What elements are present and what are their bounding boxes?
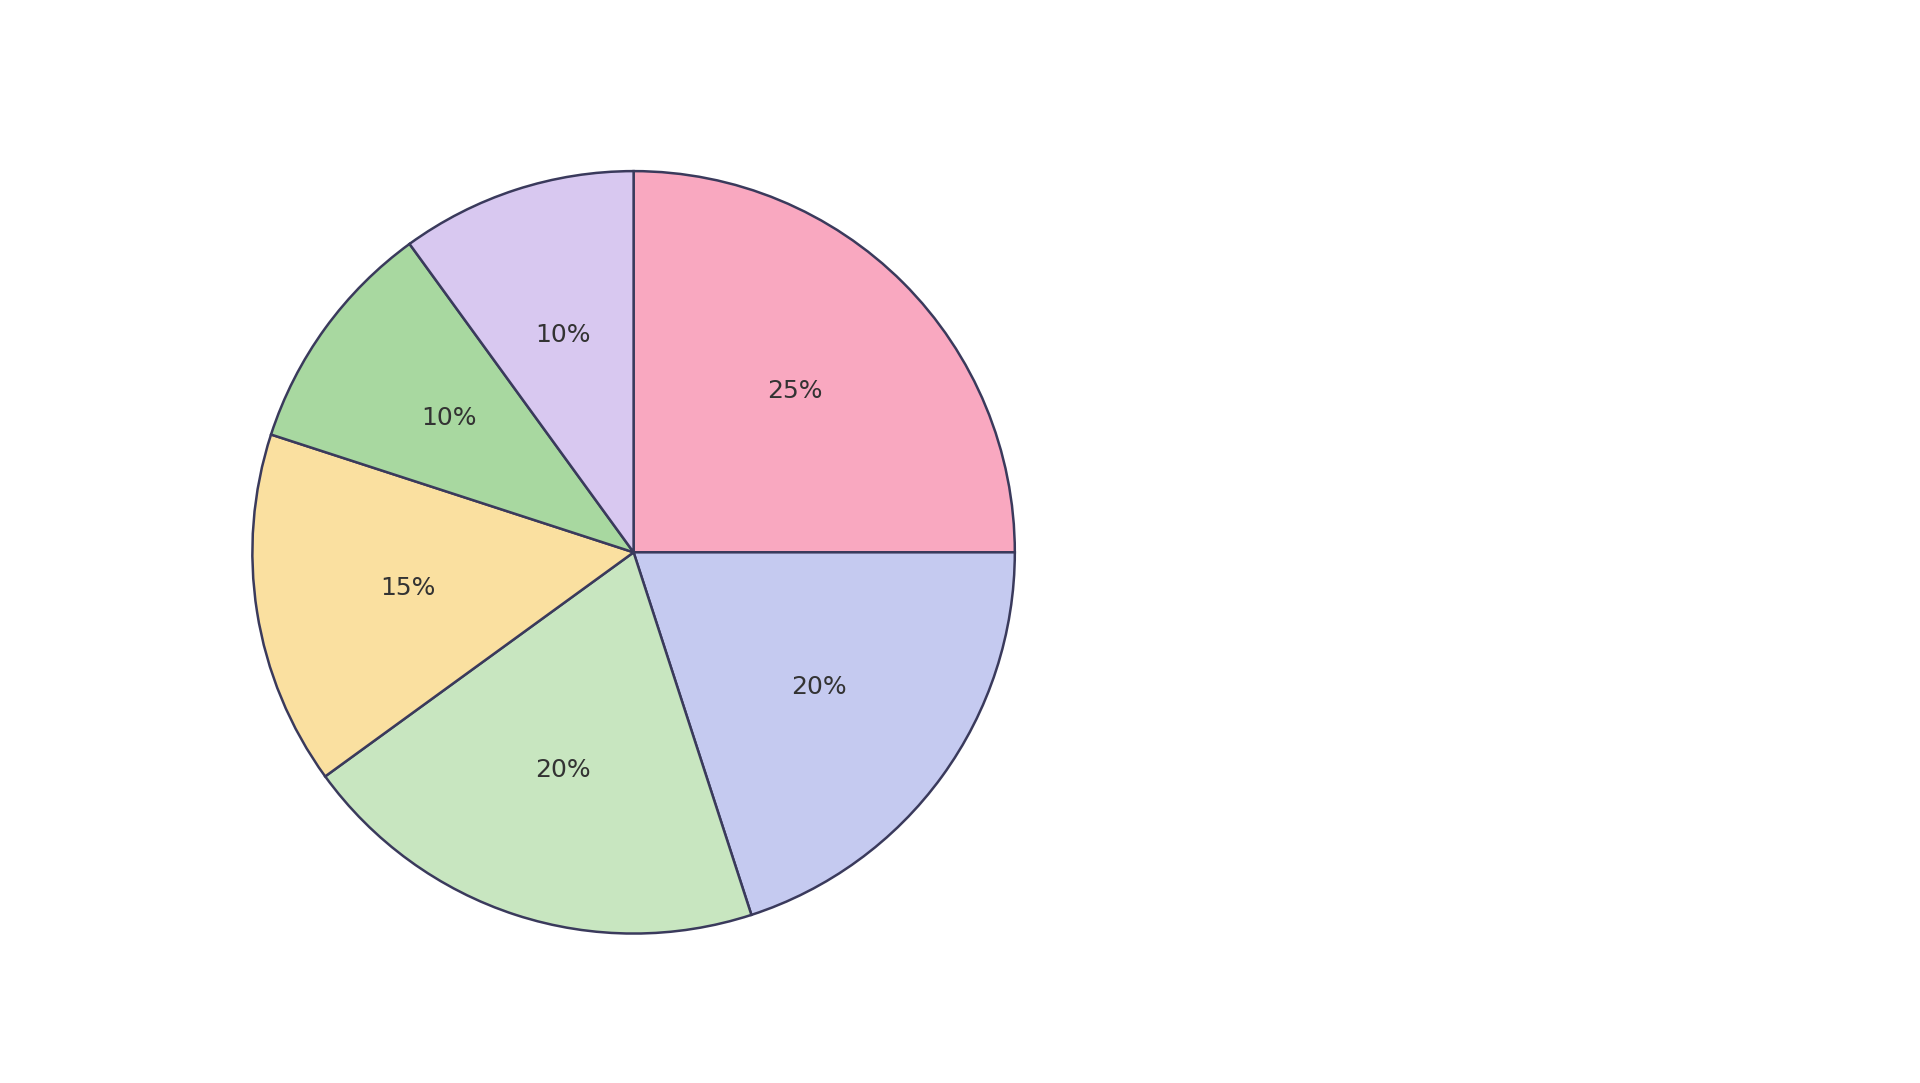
Text: 20%: 20% <box>791 675 847 699</box>
Legend: WordPress Hosting Costs, Squarespace Fixed Monthly Cost, WordPress SEO Plugins, : WordPress Hosting Costs, Squarespace Fix… <box>1164 391 1613 692</box>
Text: 20%: 20% <box>536 758 591 782</box>
Wedge shape <box>409 171 634 552</box>
Text: 10%: 10% <box>420 406 476 430</box>
Text: 25%: 25% <box>768 379 824 403</box>
Wedge shape <box>634 171 1016 552</box>
Wedge shape <box>271 244 634 552</box>
Wedge shape <box>324 552 751 934</box>
Wedge shape <box>252 434 634 777</box>
Text: 15%: 15% <box>380 576 436 600</box>
Text: 10%: 10% <box>536 323 591 347</box>
Wedge shape <box>634 552 1016 915</box>
